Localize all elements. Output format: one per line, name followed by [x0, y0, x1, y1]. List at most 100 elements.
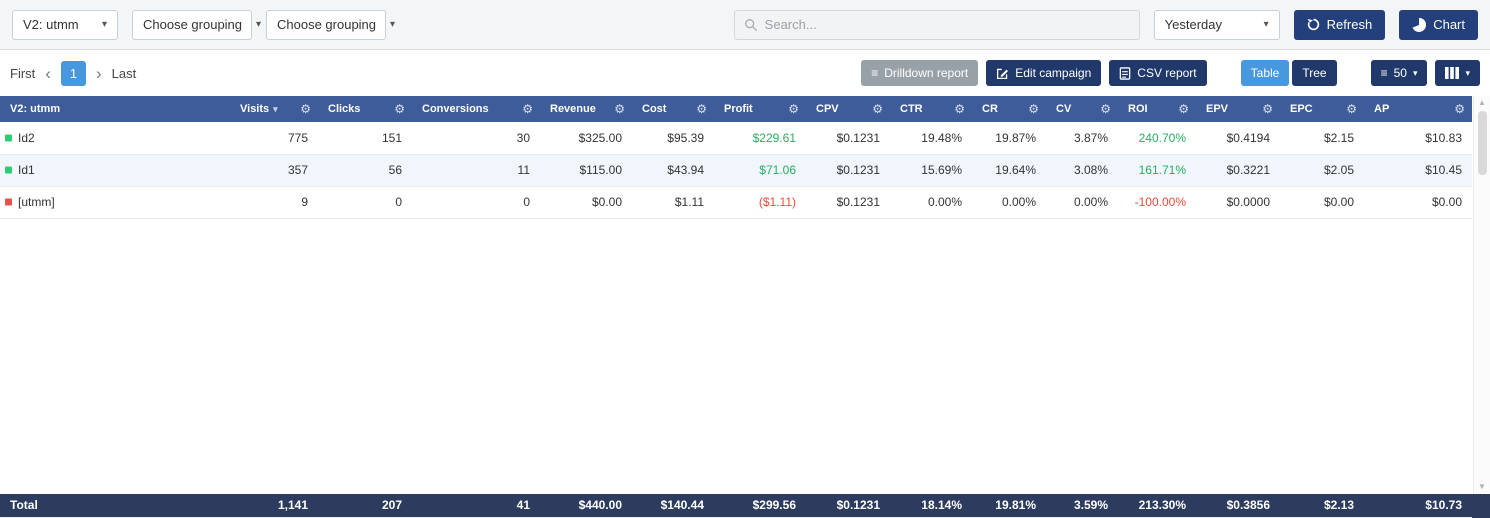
grouping-select-1[interactable]: Choose grouping ▾ — [132, 9, 261, 40]
table-view-button[interactable]: Table — [1240, 60, 1290, 86]
row-name-cell: [utmm] — [0, 186, 230, 219]
columns-button[interactable]: ▾ — [1435, 60, 1480, 86]
column-header-cpv[interactable]: CPV ⚙ — [806, 96, 890, 122]
column-settings-gear-icon[interactable]: ⚙ — [954, 102, 965, 116]
pagination-page-1[interactable]: 1 — [60, 60, 86, 86]
chevron-right-icon[interactable]: › — [95, 63, 102, 83]
metric-cell: -100.00% — [1118, 186, 1196, 219]
metric-cell: 357 — [230, 154, 318, 187]
metric-cell: $0.0000 — [1196, 186, 1280, 219]
column-label: CV — [1056, 103, 1072, 115]
column-header-epc[interactable]: EPC ⚙ — [1280, 96, 1364, 122]
column-settings-gear-icon[interactable]: ⚙ — [522, 102, 533, 116]
drilldown-report-button[interactable]: ≡ Drilldown report — [861, 60, 979, 86]
grouping-select-2[interactable]: Choose grouping ▾ — [266, 9, 395, 40]
column-settings-gear-icon[interactable]: ⚙ — [1028, 102, 1039, 116]
vertical-scrollbar[interactable]: ▲ ▼ — [1473, 96, 1490, 494]
column-header-ctr[interactable]: CTR ⚙ — [890, 96, 972, 122]
metric-cell: $115.00 — [540, 154, 632, 187]
total-metric-cell: $10.73 — [1364, 493, 1472, 518]
row-name: Id2 — [18, 130, 35, 145]
campaign-select[interactable]: V2: utmm ▾ — [12, 9, 118, 40]
column-settings-gear-icon[interactable]: ⚙ — [788, 102, 799, 116]
metric-cell: 19.64% — [972, 154, 1046, 187]
column-header-name[interactable]: V2: utmm — [0, 96, 230, 122]
column-label: Visits — [240, 103, 270, 115]
column-header-cv[interactable]: CV ⚙ — [1046, 96, 1118, 122]
scroll-down-icon[interactable]: ▼ — [1478, 481, 1486, 491]
column-header-visits[interactable]: Visits ▾ ⚙ — [230, 96, 318, 122]
metric-cell: $2.15 — [1280, 122, 1364, 155]
metric-cell: $0.00 — [540, 186, 632, 219]
column-label: CR — [982, 103, 998, 115]
page-size-value: 50 — [1393, 66, 1407, 80]
date-range-select[interactable]: Yesterday ▾ — [1153, 9, 1280, 40]
table-row[interactable]: [utmm] 9 0 0 $0.00 $1.11 ($1.11) $0.1231 0.00% 0.… — [0, 186, 1472, 219]
column-header-conversions[interactable]: Conversions ⚙ — [412, 96, 540, 122]
chart-label: Chart — [1433, 17, 1465, 32]
total-metric-cell: 19.81% — [972, 493, 1046, 518]
column-header-clicks[interactable]: Clicks ⚙ — [318, 96, 412, 122]
metric-cell: ($1.11) — [714, 186, 806, 219]
column-header-cr[interactable]: CR ⚙ — [972, 96, 1046, 122]
column-header-ap[interactable]: AP ⚙ — [1364, 96, 1472, 122]
column-label: Revenue — [550, 103, 596, 115]
pie-chart-icon — [1412, 17, 1427, 32]
tree-view-button[interactable]: Tree — [1292, 60, 1337, 86]
metric-cell: 56 — [318, 154, 412, 187]
edit-campaign-button[interactable]: Edit campaign — [986, 60, 1102, 86]
chart-button[interactable]: Chart — [1399, 9, 1478, 40]
column-settings-gear-icon[interactable]: ⚙ — [1178, 102, 1189, 116]
column-settings-gear-icon[interactable]: ⚙ — [1346, 102, 1357, 116]
column-header-profit[interactable]: Profit ⚙ — [714, 96, 806, 122]
report-table: V2: utmm Visits ▾ ⚙ Clicks ⚙ Conversions ⚙ Reven… — [0, 96, 1472, 219]
pagination-first[interactable]: First — [10, 65, 36, 81]
column-label: ROI — [1128, 103, 1148, 115]
metric-cell: $0.3221 — [1196, 154, 1280, 187]
column-settings-gear-icon[interactable]: ⚙ — [614, 102, 625, 116]
total-row: Total 1,141 207 41 $440.00 $140.44 $299.56 $0.1… — [0, 493, 1472, 518]
column-label: CPV — [816, 103, 839, 115]
column-header-cost[interactable]: Cost ⚙ — [632, 96, 714, 122]
column-settings-gear-icon[interactable]: ⚙ — [394, 102, 405, 116]
metric-cell: $0.00 — [1280, 186, 1364, 219]
total-metric-cell: $2.13 — [1280, 493, 1364, 518]
row-name-cell: Id2 — [0, 122, 230, 155]
column-label: AP — [1374, 103, 1390, 115]
column-settings-gear-icon[interactable]: ⚙ — [1454, 102, 1465, 116]
total-metric-cell: $0.3856 — [1196, 493, 1280, 518]
column-header-roi[interactable]: ROI ⚙ — [1118, 96, 1196, 122]
total-metric-cell: $440.00 — [540, 493, 632, 518]
column-settings-gear-icon[interactable]: ⚙ — [1262, 102, 1273, 116]
chevron-left-icon[interactable]: ‹ — [45, 63, 51, 83]
table-row[interactable]: Id1 357 56 11 $115.00 $43.94 $71.06 $0.1231 15.6… — [0, 154, 1472, 187]
metric-cell: $0.1231 — [806, 186, 890, 219]
csv-report-button[interactable]: CSV report — [1109, 60, 1207, 86]
view-toggle: Table Tree — [1240, 60, 1337, 86]
metric-cell: $0.00 — [1364, 186, 1472, 219]
search-input[interactable] — [764, 17, 1130, 32]
status-indicator — [5, 198, 12, 206]
status-indicator — [5, 166, 12, 174]
column-header-revenue[interactable]: Revenue ⚙ — [540, 96, 632, 122]
column-settings-gear-icon[interactable]: ⚙ — [872, 102, 883, 116]
scrollbar-thumb[interactable] — [1477, 111, 1487, 175]
page-size-button[interactable]: ≡ 50 ▾ — [1370, 60, 1428, 86]
metric-cell: 9 — [230, 186, 318, 219]
column-settings-gear-icon[interactable]: ⚙ — [696, 102, 707, 116]
table-view-label: Table — [1250, 66, 1280, 80]
list-icon: ≡ — [871, 66, 879, 80]
column-label: Clicks — [328, 103, 361, 115]
scroll-up-icon[interactable]: ▲ — [1478, 98, 1486, 107]
table-row[interactable]: Id2 775 151 30 $325.00 $95.39 $229.61 $0.1231 19… — [0, 122, 1472, 155]
refresh-button[interactable]: Refresh — [1293, 9, 1386, 40]
total-metric-cell: 18.14% — [890, 493, 972, 518]
total-bar: Total 1,141 207 41 $440.00 $140.44 $299.56 $0.1… — [0, 493, 1490, 518]
pagination-last[interactable]: Last — [111, 65, 137, 81]
column-header-epv[interactable]: EPV ⚙ — [1196, 96, 1280, 122]
column-settings-gear-icon[interactable]: ⚙ — [1100, 102, 1111, 116]
column-settings-gear-icon[interactable]: ⚙ — [300, 102, 311, 116]
total-metric-cell: $299.56 — [714, 493, 806, 518]
refresh-label: Refresh — [1326, 17, 1373, 32]
